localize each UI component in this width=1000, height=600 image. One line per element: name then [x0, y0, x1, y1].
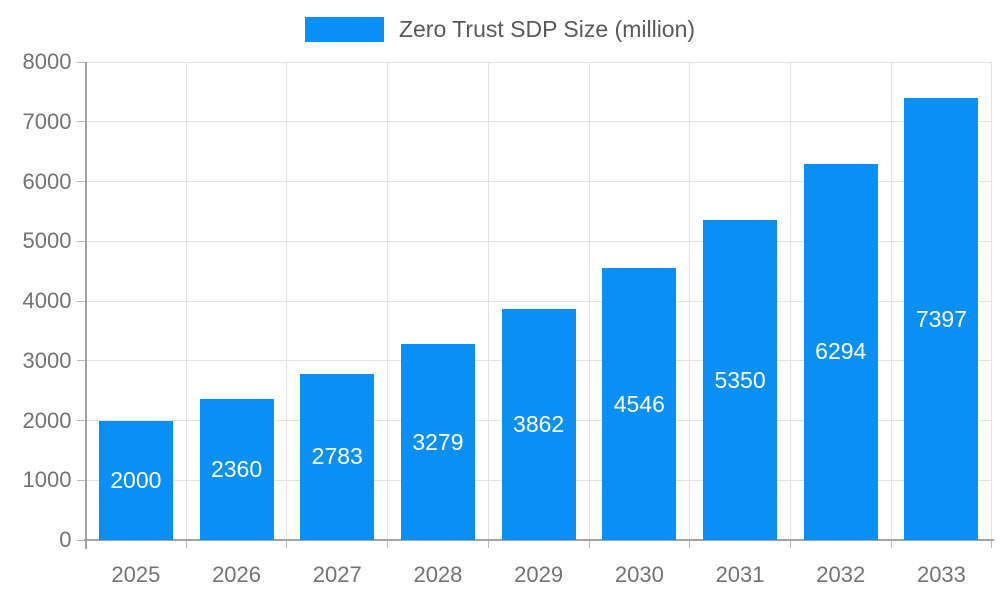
x-tick-label: 2026 [212, 562, 262, 587]
y-axis-tick [76, 61, 86, 63]
legend: Zero Trust SDP Size (million) [0, 16, 1000, 43]
bar-2027[interactable]: 2783 [300, 373, 375, 540]
h-gridline [85, 240, 992, 242]
v-gridline [991, 62, 993, 540]
y-axis-tick [76, 300, 86, 302]
x-tick-label: 2029 [514, 562, 564, 587]
v-gridline [387, 62, 389, 540]
bar-value-label: 2360 [210, 455, 263, 482]
bar-2030[interactable]: 4546 [602, 268, 677, 540]
x-axis-line [83, 539, 994, 541]
x-axis-tick [588, 540, 590, 548]
x-tick-label: 2031 [715, 562, 765, 587]
h-gridline [85, 121, 992, 123]
x-axis-tick [487, 540, 489, 548]
y-axis-tick [76, 360, 86, 362]
y-tick-label: 2000 [22, 407, 72, 433]
v-gridline [286, 62, 288, 540]
x-axis-tick [991, 540, 993, 548]
x-tick-label: 2027 [312, 562, 362, 587]
bar-2031[interactable]: 5350 [703, 220, 778, 540]
bar-value-label: 6294 [815, 338, 867, 365]
x-axis-tick [185, 540, 187, 548]
v-gridline [789, 62, 791, 540]
y-tick-label: 7000 [22, 108, 72, 134]
bar-value-label: 4546 [613, 390, 665, 417]
legend-swatch [304, 17, 384, 42]
bar-2028[interactable]: 3279 [400, 344, 475, 540]
x-tick-label: 2025 [111, 562, 161, 587]
y-axis-tick [76, 539, 86, 541]
y-tick-label: 3000 [22, 347, 72, 373]
v-gridline [487, 62, 489, 540]
v-gridline [890, 62, 892, 540]
bar-2033[interactable]: 7397 [904, 98, 979, 540]
bar-2026[interactable]: 2360 [199, 398, 274, 540]
legend-item[interactable]: Zero Trust SDP Size (million) [304, 16, 696, 43]
y-axis-tick [76, 240, 86, 242]
h-gridline [85, 181, 992, 182]
bar-value-label: 5350 [714, 366, 766, 393]
bar-value-label: 7397 [915, 305, 968, 332]
x-tick-label: 2028 [413, 562, 463, 587]
v-gridline [185, 62, 187, 540]
x-tick-label: 2033 [916, 562, 966, 587]
v-gridline [689, 62, 691, 540]
bar-2032[interactable]: 6294 [803, 163, 878, 540]
y-tick-label: 5000 [22, 228, 72, 254]
x-axis-tick [890, 540, 892, 548]
y-tick-label: 6000 [22, 168, 72, 194]
bar-value-label: 3862 [513, 411, 565, 438]
h-gridline [85, 61, 992, 63]
y-tick-label: 0 [59, 527, 72, 552]
x-tick-label: 2032 [816, 562, 866, 587]
y-tick-label: 8000 [22, 49, 72, 74]
legend-label: Zero Trust SDP Size (million) [398, 16, 696, 42]
y-axis-tick [76, 479, 86, 481]
x-axis-tick [789, 540, 791, 548]
y-tick-label: 1000 [22, 467, 72, 493]
bar-value-label: 2000 [110, 466, 162, 493]
bar-value-label: 3279 [412, 428, 464, 455]
x-tick-label: 2030 [614, 562, 664, 587]
y-tick-label: 4000 [22, 288, 72, 313]
x-axis-tick [689, 540, 691, 548]
bar-2029[interactable]: 3862 [501, 309, 576, 540]
y-axis-line [84, 62, 87, 549]
bar-2025[interactable]: 2000 [98, 420, 173, 540]
bar-value-label: 2783 [311, 443, 363, 470]
y-axis-tick [76, 420, 86, 421]
x-axis-tick [387, 540, 389, 548]
y-axis-tick [76, 181, 86, 182]
v-gridline [588, 62, 590, 540]
y-axis-tick [76, 121, 86, 123]
h-gridline [85, 300, 992, 302]
x-axis-tick [286, 540, 288, 548]
